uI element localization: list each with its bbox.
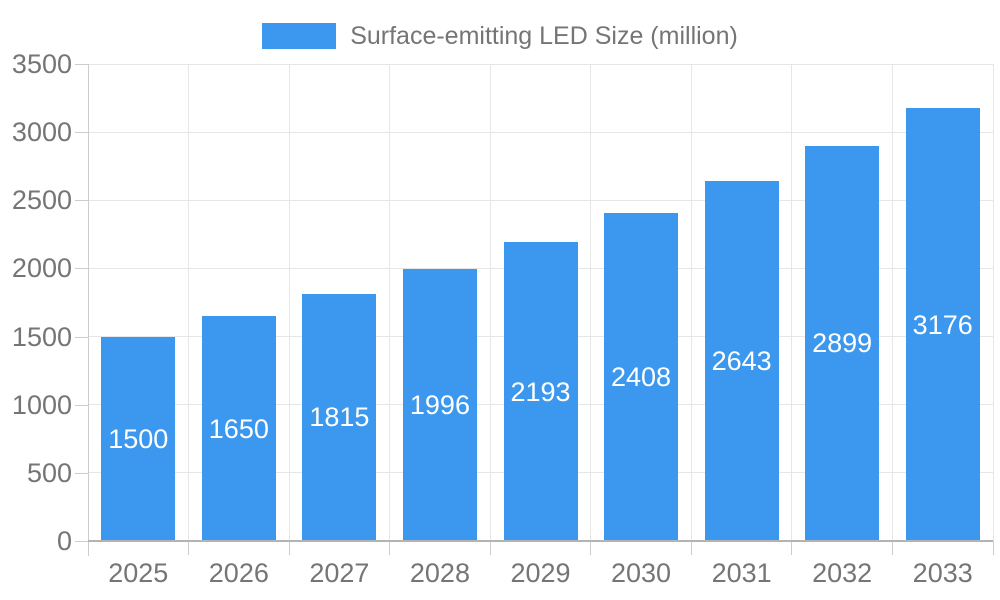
legend: Surface-emitting LED Size (million) xyxy=(0,20,1000,52)
x-axis-label-2025: 2025 xyxy=(108,558,169,588)
y-axis-label: 3500 xyxy=(11,49,72,79)
gridline-horizontal xyxy=(88,199,993,201)
y-axis-label: 3000 xyxy=(11,117,72,148)
x-axis-tick xyxy=(389,541,391,555)
x-axis-label-2032: 2032 xyxy=(812,558,873,588)
gridline-vertical xyxy=(288,64,290,541)
x-axis-label-2030: 2030 xyxy=(611,558,672,588)
y-axis-tick xyxy=(75,404,88,406)
bar-2027[interactable] xyxy=(302,293,377,541)
gridline-vertical xyxy=(188,64,190,541)
bar-2031[interactable] xyxy=(704,180,779,541)
x-axis-tick xyxy=(590,541,592,555)
x-axis-label-2028: 2028 xyxy=(409,558,470,588)
x-axis-label-2026: 2026 xyxy=(208,558,269,588)
plot-area: 1500 1650 1815 1996 2193 2408 2643 2899 3176 xyxy=(88,63,994,556)
bar-2025[interactable] xyxy=(101,336,176,541)
bar-value-label: 2643 xyxy=(711,345,772,376)
y-axis-tick xyxy=(75,472,88,474)
y-axis-label: 2000 xyxy=(11,253,72,284)
y-axis-label: 1500 xyxy=(11,321,72,352)
bar-value-label: 1815 xyxy=(309,402,370,433)
gridline-vertical xyxy=(590,64,592,541)
x-axis-tick xyxy=(791,541,793,555)
bar-2030[interactable] xyxy=(604,212,679,541)
gridline-vertical xyxy=(690,64,692,541)
bar-value-label: 2408 xyxy=(611,361,672,392)
bar-2026[interactable] xyxy=(201,316,276,541)
x-axis-tick xyxy=(992,541,994,555)
legend-label: Surface-emitting LED Size (million) xyxy=(350,21,738,50)
bar-2032[interactable] xyxy=(805,145,880,541)
bar-2028[interactable] xyxy=(402,268,477,541)
gridline-vertical xyxy=(791,64,793,541)
x-axis-label-2033: 2033 xyxy=(912,558,973,588)
y-axis-tick xyxy=(75,64,88,65)
x-axis-tick xyxy=(288,541,290,555)
bar-value-label: 1500 xyxy=(108,423,169,454)
y-axis-label: 0 xyxy=(56,526,72,556)
bar-2033[interactable] xyxy=(905,108,980,541)
legend-swatch xyxy=(262,23,337,49)
x-axis-label-2027: 2027 xyxy=(309,558,370,588)
y-axis-tick xyxy=(75,336,88,338)
y-axis-label: 500 xyxy=(26,457,72,488)
gridline-vertical xyxy=(891,64,893,541)
y-axis-tick xyxy=(75,268,88,270)
x-axis-tick xyxy=(87,541,89,555)
x-axis-label-2029: 2029 xyxy=(510,558,571,588)
bar-value-label: 2193 xyxy=(510,376,571,407)
gridline-horizontal xyxy=(88,131,993,133)
x-axis-line xyxy=(88,540,993,542)
bar-value-label: 2899 xyxy=(812,328,873,359)
x-axis-tick xyxy=(489,541,491,555)
x-axis-tick xyxy=(690,541,692,555)
x-axis-tick xyxy=(891,541,893,555)
bar-value-label: 1650 xyxy=(208,413,269,444)
gridline-horizontal xyxy=(88,63,993,65)
y-axis-label: 2500 xyxy=(11,185,72,216)
bar-value-label: 3176 xyxy=(912,309,973,340)
gridline-vertical xyxy=(992,64,994,541)
y-axis-tick xyxy=(75,541,88,542)
y-axis-line xyxy=(88,64,89,556)
x-axis-tick xyxy=(188,541,190,555)
y-axis-tick xyxy=(75,200,88,202)
y-axis-tick xyxy=(75,132,88,134)
bar-2029[interactable] xyxy=(503,242,578,541)
y-axis-label: 1000 xyxy=(11,389,72,420)
gridline-vertical xyxy=(489,64,491,541)
gridline-vertical xyxy=(389,64,391,541)
bar-value-label: 1996 xyxy=(409,389,470,420)
x-axis-label-2031: 2031 xyxy=(711,558,772,588)
